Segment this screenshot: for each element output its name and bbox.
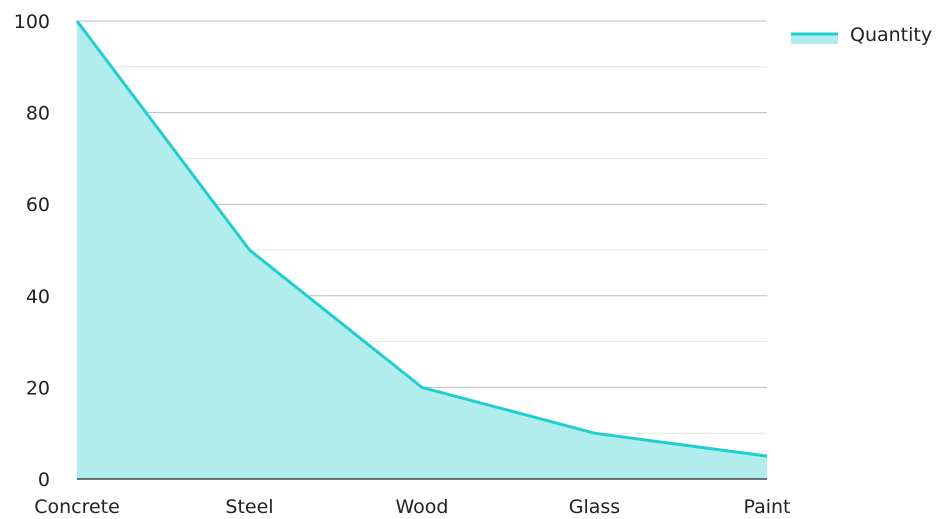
- y-tick-label-80: 80: [26, 103, 50, 125]
- legend-swatch: [791, 33, 838, 44]
- y-tick-label-60: 60: [26, 194, 50, 216]
- x-axis-tick-labels: Concrete Steel Wood Glass Paint: [34, 496, 790, 518]
- y-tick-label-100: 100: [14, 11, 50, 33]
- y-tick-label-40: 40: [26, 286, 50, 308]
- y-axis-tick-labels: 0 20 40 60 80 100: [14, 11, 50, 491]
- data-point-wood: [420, 385, 424, 389]
- legend: Quantity: [791, 24, 932, 46]
- series-area-fill: [77, 21, 767, 479]
- series-line: [75, 20, 768, 458]
- data-point-glass: [593, 431, 597, 435]
- x-tick-label-wood: Wood: [396, 496, 449, 518]
- series-area-layer: [75, 19, 769, 479]
- data-point-steel: [248, 248, 252, 252]
- x-tick-label-paint: Paint: [743, 496, 790, 518]
- x-tick-label-concrete: Concrete: [34, 496, 120, 518]
- y-tick-label-0: 0: [38, 469, 50, 491]
- x-tick-label-steel: Steel: [225, 496, 273, 518]
- data-point-concrete: [75, 19, 79, 23]
- x-tick-label-glass: Glass: [569, 496, 620, 518]
- legend-label: Quantity: [850, 24, 932, 46]
- data-point-paint: [765, 454, 769, 458]
- y-tick-label-20: 20: [26, 377, 50, 399]
